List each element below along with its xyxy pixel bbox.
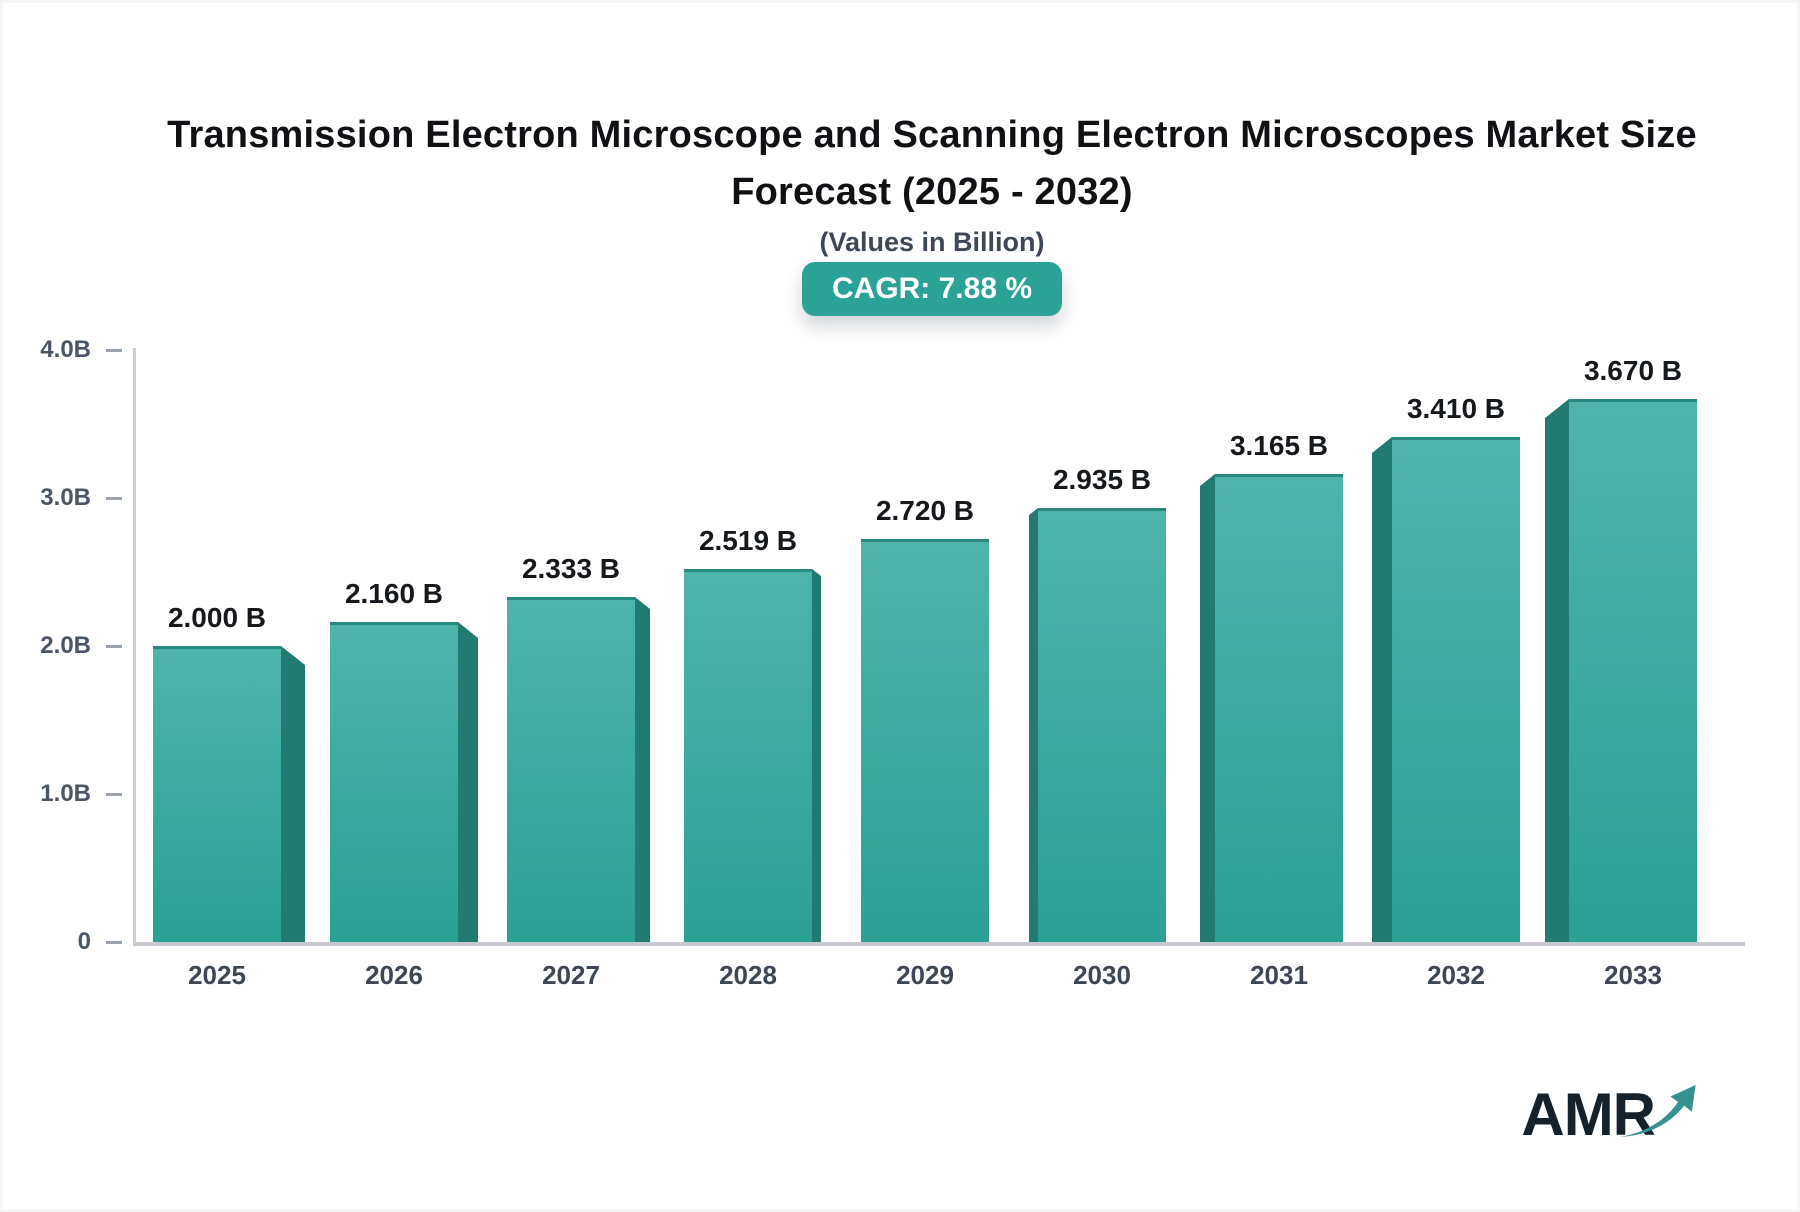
bar-value-label: 3.165 B <box>1229 430 1329 461</box>
y-axis-line <box>133 348 136 944</box>
chart-header: Transmission Electron Microscope and Sca… <box>67 3 1797 316</box>
bar-3d-side <box>1200 474 1215 942</box>
x-tick-label: 2028 <box>719 960 777 990</box>
y-tick-mark <box>106 645 122 648</box>
y-tick-label: 2.0B <box>40 632 91 659</box>
y-tick-label: 0 <box>77 928 91 955</box>
trending-up-arrow-icon <box>1620 1085 1696 1137</box>
y-tick-label: 4.0B <box>40 336 91 363</box>
x-tick-label: 2033 <box>1604 960 1662 990</box>
bar-value-label: 2.935 B <box>1052 464 1152 495</box>
bar-value-label: 2.333 B <box>521 553 621 584</box>
x-tick-label: 2026 <box>365 960 423 990</box>
bar-value-label: 3.670 B <box>1583 355 1683 386</box>
bar-value-label: 2.160 B <box>344 578 444 609</box>
bar-2025 <box>153 646 281 942</box>
bar-3d-side <box>458 622 478 942</box>
y-tick-mark <box>106 941 122 944</box>
bar-chart-plot: 4.0B 3.0B 2.0B 1.0B 0 2.000 B 2025 2.160 B 2026 2… <box>3 3 1797 1209</box>
chart-title: Transmission Electron Microscope and Sca… <box>67 107 1797 221</box>
bar-3d-side <box>281 646 305 942</box>
bar-2026 <box>330 622 458 942</box>
bar-value-label: 2.000 B <box>167 602 267 633</box>
chart-title-line2: Forecast (2025 - 2032) <box>731 171 1133 213</box>
y-tick-mark <box>106 349 122 352</box>
x-tick-label: 2032 <box>1427 960 1485 990</box>
x-axis-baseline <box>133 942 1745 946</box>
x-tick-label: 2029 <box>896 960 954 990</box>
bar-2028 <box>684 569 812 942</box>
bar-2027 <box>507 597 635 942</box>
bar-2033 <box>1569 399 1697 942</box>
bar-3d-side <box>635 597 650 942</box>
x-tick-label: 2027 <box>542 960 600 990</box>
bar-2032 <box>1392 437 1520 942</box>
amr-logo: AMR <box>1521 1079 1701 1145</box>
y-tick-mark <box>106 497 122 500</box>
y-tick-mark <box>106 793 122 796</box>
bar-2031 <box>1215 474 1343 942</box>
bar-2030 <box>1038 508 1166 942</box>
bar-value-label: 2.720 B <box>875 495 975 526</box>
bar-3d-side <box>1545 399 1569 942</box>
x-tick-label: 2025 <box>188 960 246 990</box>
bar-2029 <box>861 539 989 942</box>
bar-3d-side <box>1372 437 1392 942</box>
chart-subtitle: (Values in Billion) <box>819 227 1045 257</box>
cagr-badge: CAGR: 7.88 % <box>801 262 1063 316</box>
y-tick-label: 3.0B <box>40 484 91 511</box>
y-tick-label: 1.0B <box>40 780 91 807</box>
x-tick-label: 2031 <box>1250 960 1308 990</box>
x-tick-label: 2030 <box>1073 960 1131 990</box>
bar-value-label: 2.519 B <box>698 525 798 556</box>
bar-value-label: 3.410 B <box>1406 393 1506 424</box>
bar-3d-side <box>812 569 821 942</box>
chart-title-line1: Transmission Electron Microscope and Sca… <box>167 114 1697 156</box>
bar-3d-side <box>1029 508 1038 942</box>
